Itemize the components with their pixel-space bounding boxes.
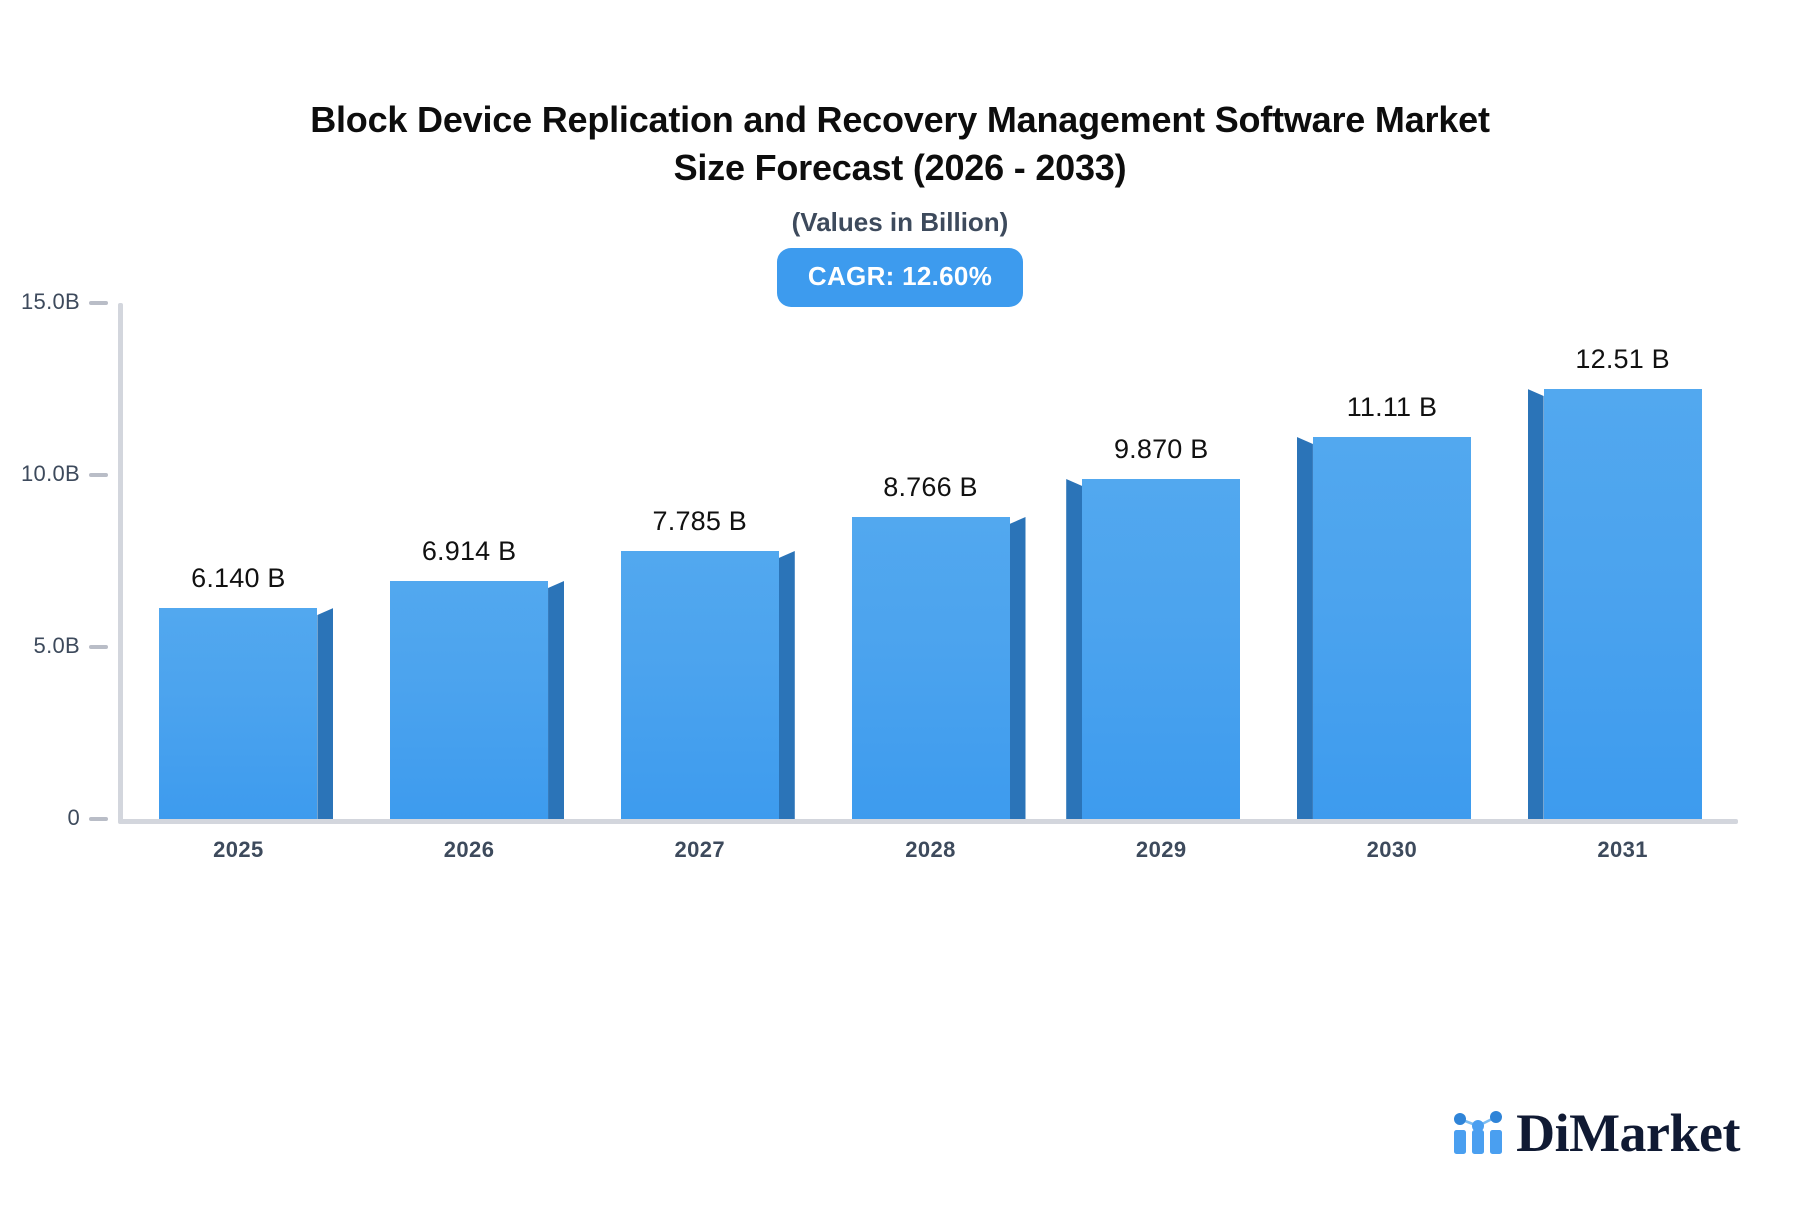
bar-value-label: 8.766 B (883, 472, 978, 502)
y-axis-tick-mark (89, 473, 108, 477)
x-axis-tick-label: 2028 (905, 837, 956, 862)
bar-value-label: 7.785 B (652, 506, 748, 536)
y-axis-tick-label: 5.0B (33, 633, 80, 658)
bar[interactable] (1312, 437, 1471, 819)
bar[interactable] (390, 581, 549, 819)
y-axis-tick-mark (89, 301, 108, 305)
x-axis-tick-label: 2031 (1597, 837, 1648, 862)
chart-subtitle: (Values in Billion) (791, 207, 1009, 238)
x-axis-tick-label: 2025 (213, 837, 264, 862)
bar-3d-side (1066, 479, 1083, 819)
bar-group[interactable]: 6.140 B 2025 (159, 303, 334, 862)
x-axis-line (118, 819, 1738, 824)
x-axis-tick-label: 2030 (1366, 837, 1418, 862)
bar-value-label: 6.140 B (191, 563, 286, 593)
bar-group[interactable]: 7.785 B 2027 (620, 303, 795, 862)
bar[interactable] (159, 608, 318, 819)
chart-title: Block Device Replication and Recovery Ma… (310, 99, 1490, 188)
bar-3d-side (548, 581, 565, 819)
bar-value-label: 6.914 B (421, 536, 517, 566)
bar-group[interactable]: 12.51 B 2031 (1527, 303, 1702, 862)
x-axis-tick-label: 2027 (674, 837, 726, 862)
y-axis-tick-label: 15.0B (21, 289, 80, 314)
bar-value-label: 11.11 B (1346, 392, 1438, 422)
bar[interactable] (1082, 479, 1241, 819)
bar-value-label: 12.51 B (1575, 344, 1670, 374)
chart-header: Block Device Replication and Recovery Ma… (0, 96, 1800, 308)
bar-3d-side (317, 608, 334, 819)
bar[interactable] (620, 551, 779, 819)
bar-value-label: 9.870 B (1113, 434, 1209, 464)
bar-group[interactable]: 6.914 B 2026 (390, 303, 565, 862)
plot-area: 15.0B 10.0B 5.0B 0 6.140 B 2025 6.914 B 2026 7.… (21, 289, 1738, 862)
y-axis-line (118, 303, 123, 823)
bar[interactable] (851, 517, 1010, 819)
bar-3d-side (1527, 389, 1544, 819)
bar-chart-logo-icon (1454, 1111, 1503, 1154)
bar[interactable] (1543, 389, 1702, 819)
x-axis-tick-label: 2026 (443, 837, 495, 862)
y-axis-tick-mark (89, 645, 108, 649)
cagr-badge: CAGR: 12.60% (776, 248, 1024, 308)
y-axis-tick-mark (89, 817, 108, 821)
bar-3d-side (1296, 437, 1313, 819)
bars-layer: 6.140 B 2025 6.914 B 2026 7.785 B 2027 8.766 B… (123, 303, 1738, 862)
y-axis-tick-label: 10.0B (21, 461, 80, 486)
bar-group[interactable]: 11.11 B 2030 (1296, 303, 1471, 862)
brand-logo: DiMarket (1452, 1106, 1740, 1160)
y-axis-tick-label: 0 (67, 805, 80, 830)
x-axis-tick-label: 2029 (1135, 837, 1187, 862)
bar-3d-side (778, 551, 795, 819)
bar-group[interactable]: 8.766 B 2028 (851, 303, 1026, 862)
bar-3d-side (1009, 517, 1026, 819)
bar-group[interactable]: 9.870 B 2029 (1066, 303, 1241, 862)
brand-logo-text: DiMarket (1516, 1103, 1740, 1163)
